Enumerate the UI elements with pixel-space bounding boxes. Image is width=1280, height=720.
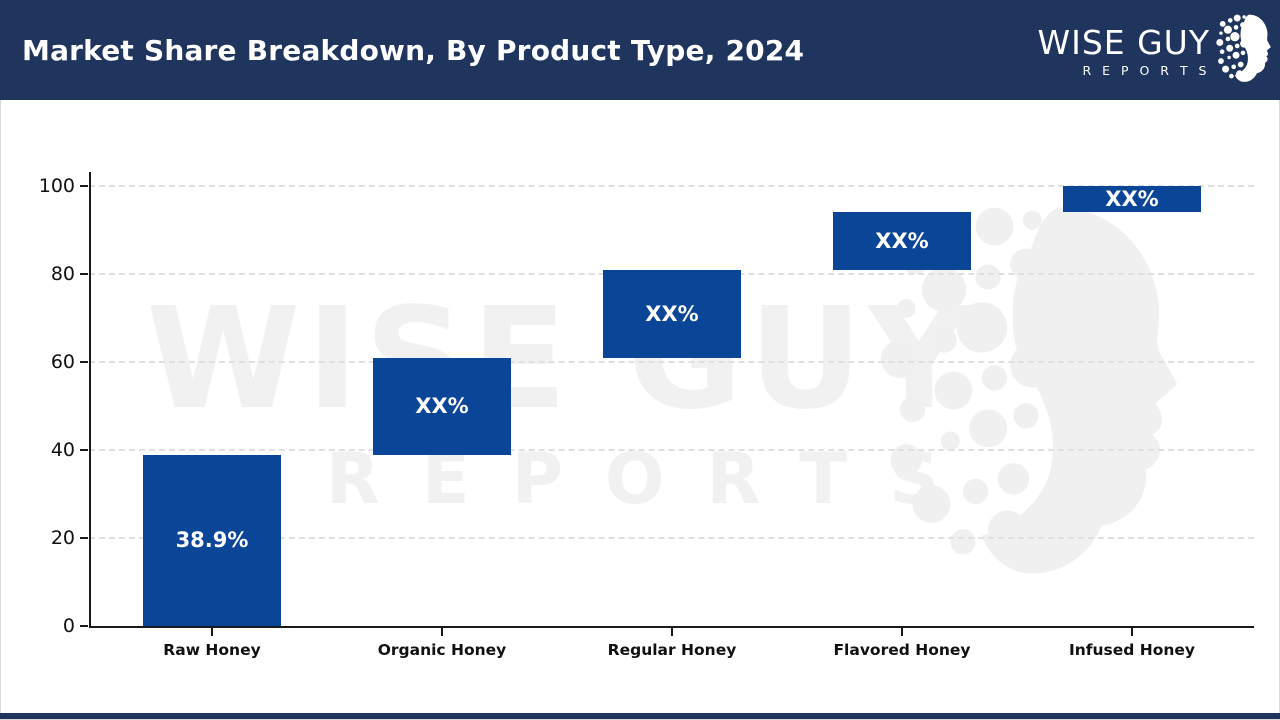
bar-value-label: 38.9%	[175, 528, 249, 553]
x-category-label: Infused Honey	[1068, 641, 1196, 659]
x-tick-2	[671, 628, 673, 636]
page-title: Market Share Breakdown, By Product Type,…	[22, 33, 805, 67]
y-axis-spine	[89, 172, 91, 628]
x-tick-3	[901, 628, 903, 636]
bar-value-label: XX%	[645, 301, 699, 326]
x-category-label: Raw Honey	[163, 641, 261, 659]
y-tick-80	[80, 273, 88, 275]
y-tick-20	[80, 537, 88, 539]
y-tick-label: 100	[38, 175, 75, 197]
dotted-head-icon	[1214, 9, 1272, 91]
x-tick-0	[211, 628, 213, 636]
gridline-100	[89, 185, 1254, 187]
bar-raw-honey: 38.9%	[143, 454, 281, 626]
footer-bar	[0, 713, 1280, 719]
y-tick-label: 60	[50, 351, 75, 373]
logo-wordmark: WISE GUY	[1037, 23, 1210, 62]
y-tick-label: 0	[62, 615, 75, 637]
bar-regular-honey: XX%	[603, 269, 741, 358]
bar-value-label: XX%	[415, 394, 469, 419]
x-category-label: Flavored Honey	[833, 641, 971, 659]
logo-subtitle: R E P O R T S	[1082, 62, 1210, 78]
x-category-label: Organic Honey	[377, 641, 507, 659]
y-tick-40	[80, 449, 88, 451]
x-tick-4	[1131, 628, 1133, 636]
y-tick-label: 20	[50, 527, 75, 549]
y-tick-60	[80, 361, 88, 363]
x-category-label: Regular Honey	[607, 641, 737, 659]
y-tick-0	[80, 625, 88, 627]
x-axis-spine	[89, 626, 1254, 628]
x-tick-1	[441, 628, 443, 636]
bar-flavored-honey: XX%	[833, 212, 971, 270]
bar-value-label: XX%	[1105, 187, 1159, 212]
y-tick-100	[80, 185, 88, 187]
header-bar: Market Share Breakdown, By Product Type,…	[0, 0, 1280, 100]
gridline-20	[89, 537, 1254, 539]
face-profile	[1234, 14, 1271, 82]
gridline-40	[89, 449, 1254, 451]
bar-value-label: XX%	[875, 228, 929, 253]
gridline-60	[89, 361, 1254, 363]
bar-infused-honey: XX%	[1063, 186, 1201, 213]
bar-organic-honey: XX%	[373, 357, 511, 455]
wise-guy-logo: WISE GUY R E P O R T S	[1037, 23, 1210, 78]
y-tick-label: 40	[50, 439, 75, 461]
y-tick-label: 80	[50, 263, 75, 285]
